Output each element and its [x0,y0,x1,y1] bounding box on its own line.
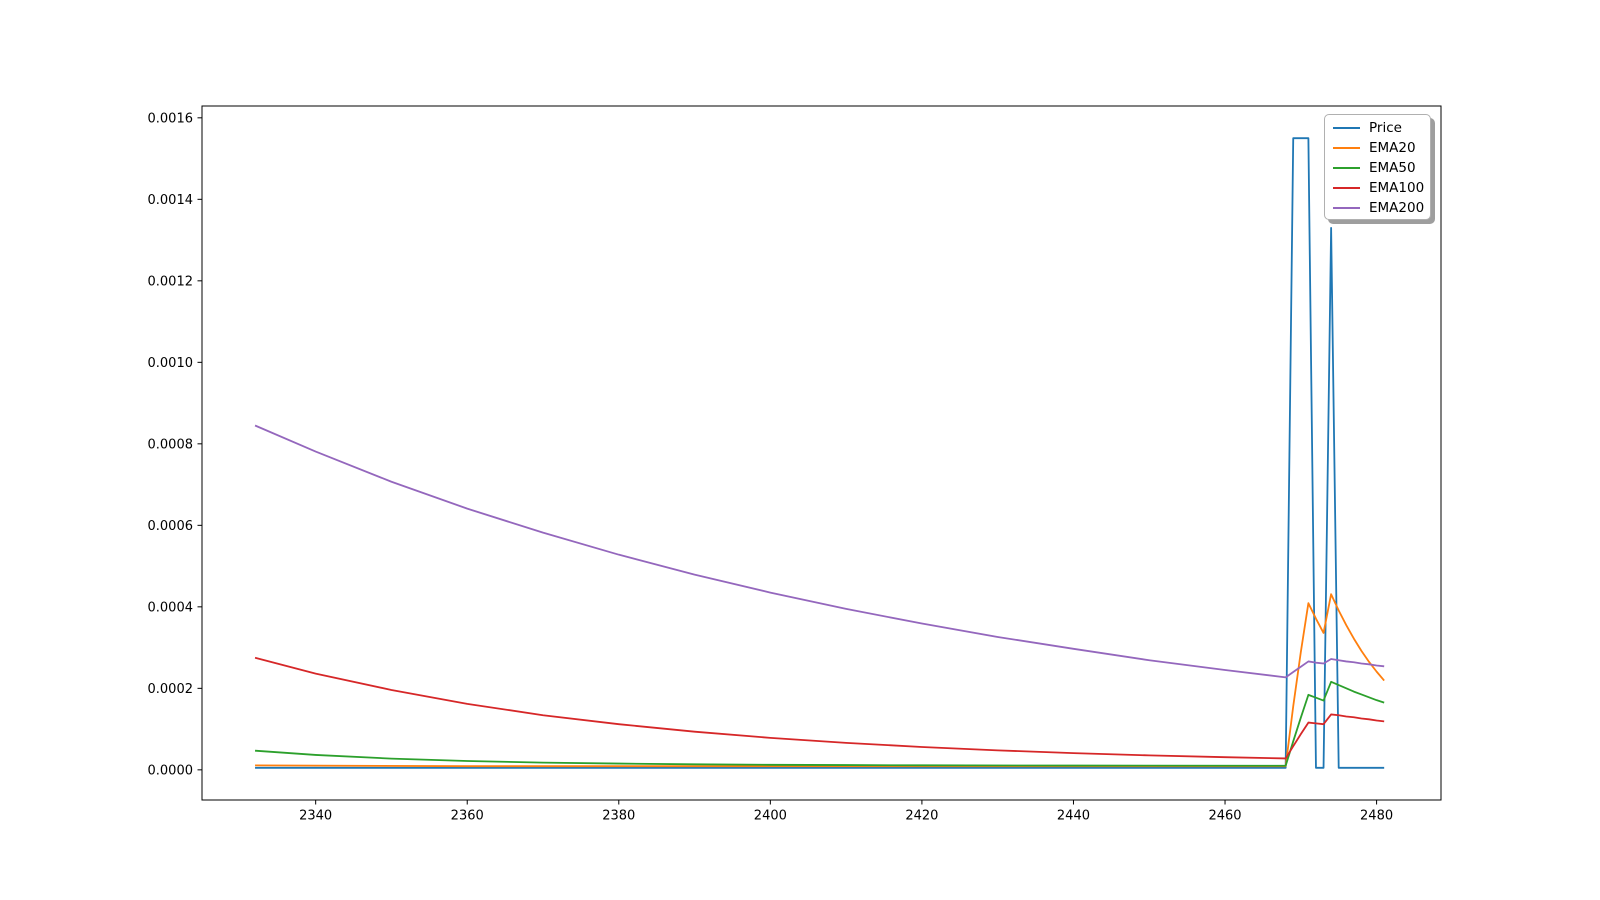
legend-label: EMA100 [1369,180,1425,196]
legend-item-ema100: EMA100 [1325,178,1430,198]
legend-label: EMA200 [1369,200,1425,216]
axes-spines [201,105,1442,801]
y-tick-label: 0.0010 [148,356,194,371]
plot-area [202,106,1441,800]
series-line-ema200 [254,424,1385,679]
ema50-line-sample-icon [1333,167,1360,169]
y-tick-label: 0.0000 [148,763,194,778]
y-tick-label: 0.0014 [148,193,194,208]
x-tick-label: 2460 [1208,809,1241,824]
x-tick-label: 2380 [602,809,635,824]
x-tick-label: 2440 [1057,809,1090,824]
y-tick-label: 0.0004 [148,600,194,615]
series-line-ema50 [254,680,1385,767]
y-tick-label: 0.0012 [148,274,194,289]
legend-item-ema200: EMA200 [1325,198,1430,218]
x-tick-label: 2360 [451,809,484,824]
legend-label: Price [1369,120,1402,136]
y-tick-label: 0.0002 [148,682,194,697]
legend-label: EMA50 [1369,160,1416,176]
series-line-ema100 [254,656,1385,760]
legend-label: EMA20 [1369,140,1416,156]
ema100-line-sample-icon [1333,187,1360,189]
y-tick-label: 0.0006 [148,519,194,534]
legend: Price EMA20 EMA50 EMA100 EMA200 [1324,114,1431,220]
ema20-line-sample-icon [1333,147,1360,149]
series-line-ema20 [255,593,1385,768]
y-tick-label: 0.0008 [148,437,194,452]
x-tick-label: 2480 [1360,809,1393,824]
y-tick-label: 0.0016 [148,111,194,126]
x-tick-label: 2420 [905,809,938,824]
series-line-price [255,137,1385,769]
legend-item-price: Price [1325,118,1430,138]
price-line-sample-icon [1333,127,1360,129]
legend-item-ema20: EMA20 [1325,138,1430,158]
x-tick-label: 2340 [299,809,332,824]
ema200-line-sample-icon [1333,207,1360,209]
legend-item-ema50: EMA50 [1325,158,1430,178]
x-tick-label: 2400 [754,809,787,824]
